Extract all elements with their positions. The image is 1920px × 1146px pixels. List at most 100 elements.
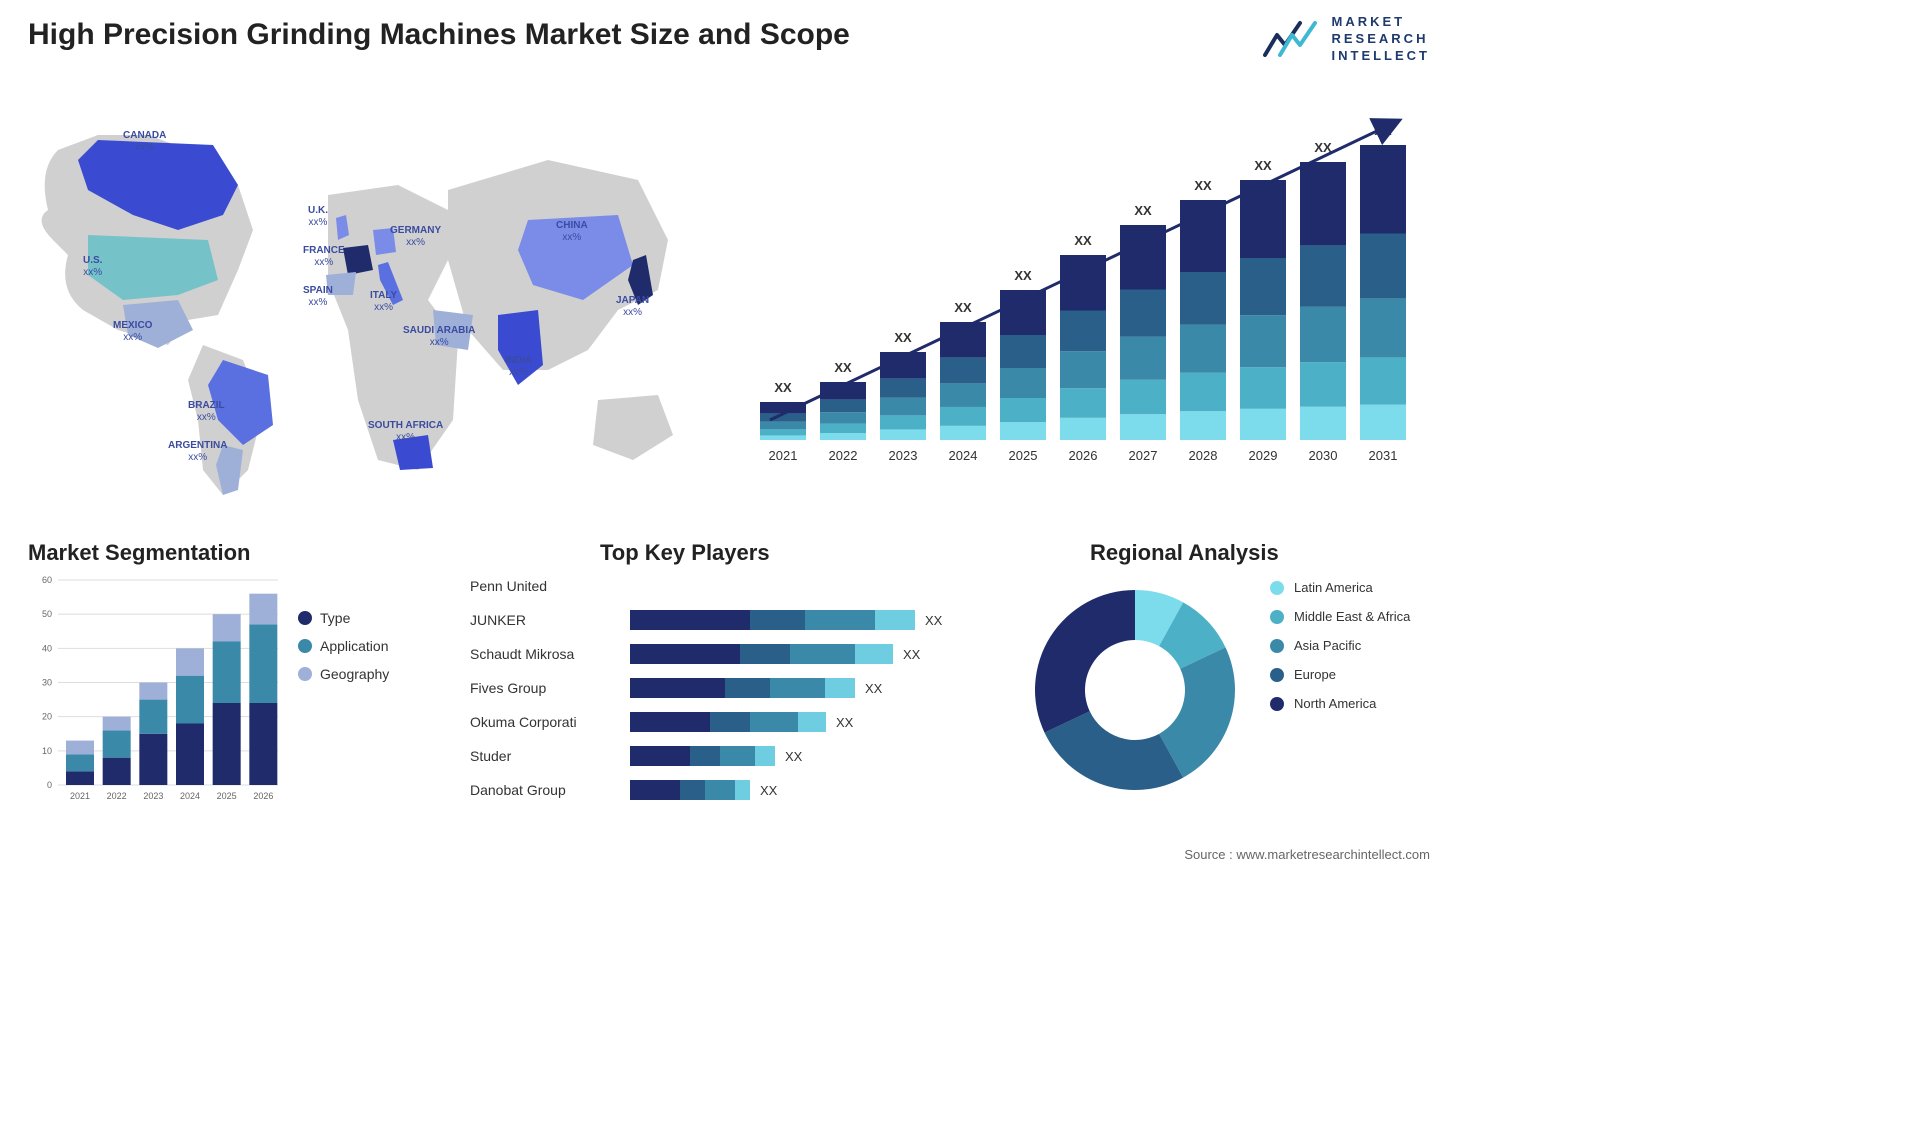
- bar-segment: [1240, 315, 1286, 367]
- player-bar: [630, 712, 826, 732]
- bar-segment: [1180, 325, 1226, 373]
- player-name: Schaudt Mikrosa: [470, 646, 630, 662]
- seg-bar-segment: [66, 741, 94, 755]
- bar-year-label: 2029: [1249, 448, 1278, 463]
- bar-year-label: 2023: [889, 448, 918, 463]
- bar-segment: [760, 429, 806, 435]
- bar-year-label: 2026: [1069, 448, 1098, 463]
- map-label: U.S.xx%: [83, 255, 102, 279]
- legend-item: Asia Pacific: [1270, 638, 1410, 653]
- player-row: StuderXX: [470, 740, 980, 772]
- svg-text:30: 30: [42, 678, 52, 688]
- bar-segment: [820, 412, 866, 424]
- player-bar: [630, 610, 915, 630]
- player-name: Okuma Corporati: [470, 714, 630, 730]
- seg-bar-segment: [139, 683, 167, 700]
- seg-bar-segment: [103, 717, 131, 731]
- svg-text:2022: 2022: [107, 791, 127, 801]
- svg-text:0: 0: [47, 780, 52, 790]
- map-label: ITALYxx%: [370, 290, 397, 314]
- regional-legend: Latin AmericaMiddle East & AfricaAsia Pa…: [1270, 580, 1410, 725]
- seg-bar-segment: [139, 700, 167, 734]
- bar-segment: [1060, 418, 1106, 440]
- map-label: SAUDI ARABIAxx%: [403, 325, 475, 349]
- bar-year-label: 2030: [1309, 448, 1338, 463]
- segmentation-chart: 0102030405060202120222023202420252026 Ty…: [28, 570, 448, 840]
- player-value: XX: [903, 647, 920, 662]
- svg-text:20: 20: [42, 712, 52, 722]
- bar-segment: [1000, 368, 1046, 398]
- bar-segment: [1060, 388, 1106, 418]
- map-label: INDIAxx%: [505, 355, 532, 379]
- bar-segment: [1360, 234, 1406, 299]
- bar-value-label: XX: [1014, 268, 1032, 283]
- player-bar: [630, 678, 855, 698]
- seg-bar-segment: [66, 771, 94, 785]
- bar-value-label: XX: [1134, 203, 1152, 218]
- bar-segment: [1300, 162, 1346, 245]
- players-title: Top Key Players: [600, 540, 770, 566]
- legend-item: Application: [298, 638, 389, 654]
- seg-bar-segment: [249, 703, 277, 785]
- seg-bar-segment: [249, 594, 277, 625]
- seg-bar-segment: [213, 703, 241, 785]
- player-row: Penn United: [470, 570, 980, 602]
- map-label: CANADAxx%: [123, 130, 166, 154]
- seg-bar-segment: [176, 676, 204, 724]
- player-value: XX: [760, 783, 777, 798]
- player-name: Studer: [470, 748, 630, 764]
- map-label: MEXICOxx%: [113, 320, 152, 344]
- player-value: XX: [925, 613, 942, 628]
- bar-segment: [1360, 405, 1406, 440]
- legend-item: North America: [1270, 696, 1410, 711]
- seg-bar-segment: [103, 758, 131, 785]
- svg-text:60: 60: [42, 575, 52, 585]
- seg-bar-segment: [176, 724, 204, 786]
- bar-segment: [940, 426, 986, 440]
- bar-segment: [760, 422, 806, 430]
- player-bar: [630, 746, 775, 766]
- bar-segment: [1180, 411, 1226, 440]
- key-players-chart: Penn UnitedJUNKERXXSchaudt MikrosaXXFive…: [470, 570, 980, 840]
- svg-text:2023: 2023: [143, 791, 163, 801]
- map-label: FRANCExx%: [303, 245, 345, 269]
- segmentation-title: Market Segmentation: [28, 540, 251, 566]
- world-map: CANADAxx%U.S.xx%MEXICOxx%BRAZILxx%ARGENT…: [28, 100, 688, 500]
- bar-segment: [1000, 398, 1046, 422]
- legend-item: Geography: [298, 666, 389, 682]
- donut-slice: [1035, 590, 1135, 733]
- bar-year-label: 2021: [769, 448, 798, 463]
- player-row: Schaudt Mikrosa XX: [470, 638, 980, 670]
- bar-segment: [1360, 298, 1406, 357]
- bar-segment: [1180, 200, 1226, 272]
- svg-text:2026: 2026: [253, 791, 273, 801]
- bar-segment: [1120, 290, 1166, 337]
- bar-segment: [820, 433, 866, 440]
- bar-segment: [1060, 351, 1106, 388]
- map-label: SPAINxx%: [303, 285, 333, 309]
- bar-segment: [820, 399, 866, 412]
- player-bar: [630, 780, 750, 800]
- player-name: JUNKER: [470, 612, 630, 628]
- bar-segment: [880, 429, 926, 440]
- svg-text:10: 10: [42, 746, 52, 756]
- seg-bar-segment: [213, 642, 241, 704]
- bar-segment: [1000, 335, 1046, 368]
- map-label: BRAZILxx%: [188, 400, 225, 424]
- bar-year-label: 2031: [1369, 448, 1398, 463]
- bar-year-label: 2025: [1009, 448, 1038, 463]
- svg-text:40: 40: [42, 643, 52, 653]
- bar-segment: [1300, 407, 1346, 440]
- svg-text:2024: 2024: [180, 791, 200, 801]
- bar-value-label: XX: [894, 330, 912, 345]
- seg-bar-segment: [249, 624, 277, 703]
- bar-segment: [1240, 367, 1286, 409]
- player-name: Danobat Group: [470, 782, 630, 798]
- seg-bar-segment: [176, 648, 204, 675]
- map-label: SOUTH AFRICAxx%: [368, 420, 443, 444]
- svg-text:50: 50: [42, 609, 52, 619]
- player-value: XX: [865, 681, 882, 696]
- legend-item: Europe: [1270, 667, 1410, 682]
- world-map-svg: [28, 100, 688, 500]
- logo-text: MARKET RESEARCH INTELLECT: [1332, 14, 1431, 65]
